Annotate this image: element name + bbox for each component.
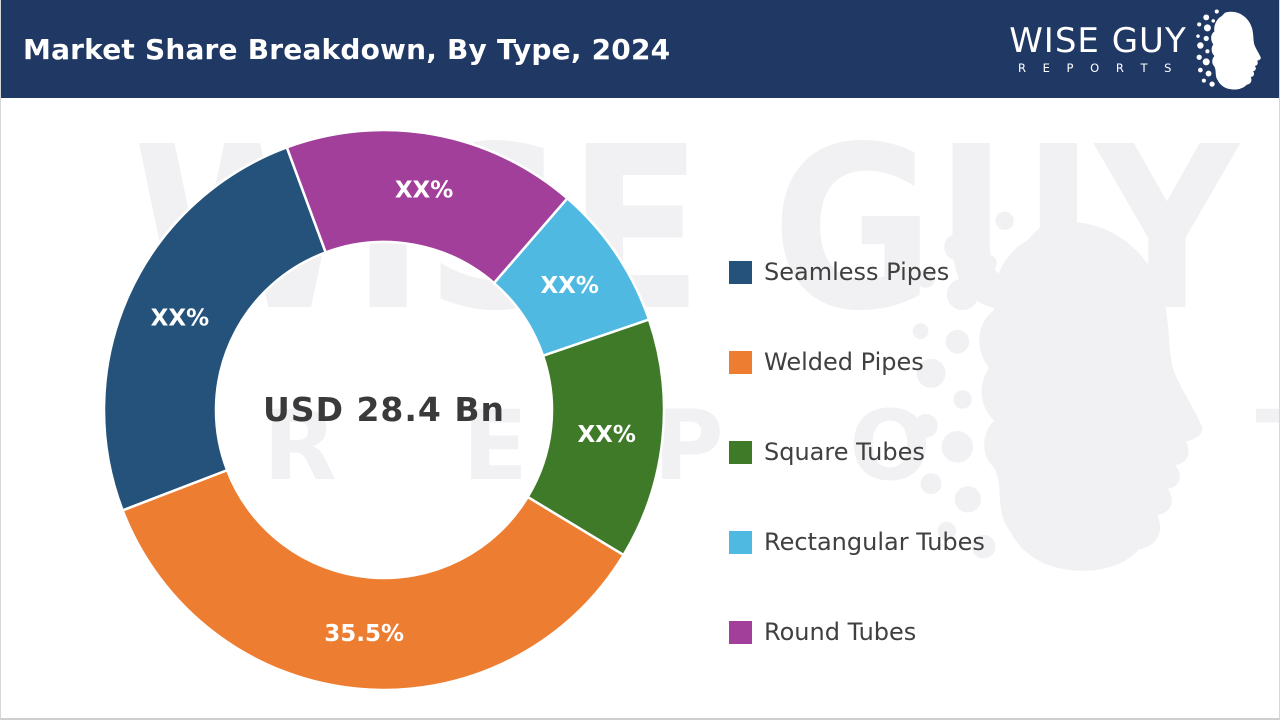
legend-swatch-rectangular-tubes	[729, 530, 752, 554]
legend-item-square-tubes: Square Tubes	[729, 438, 925, 466]
legend-swatch-welded-pipes	[729, 350, 752, 374]
legend-item-rectangular-tubes: Rectangular Tubes	[729, 528, 985, 556]
legend-item-round-tubes: Round Tubes	[729, 618, 916, 646]
legend-swatch-round-tubes	[729, 620, 752, 644]
legend-label-seamless-pipes: Seamless Pipes	[764, 258, 950, 286]
brand-tagline: R E P O R T S	[1017, 60, 1178, 75]
legend-item-welded-pipes: Welded Pipes	[729, 348, 924, 376]
legend-swatch-square-tubes	[729, 440, 752, 464]
legend-swatch-seamless-pipes	[729, 260, 752, 284]
donut-chart: XX% 35.5% XX% XX% XX% USD 28.4 Bn	[102, 128, 666, 692]
brand-name: WISE GUY	[1009, 20, 1187, 61]
header-bar: Market Share Breakdown, By Type, 2024 WI…	[1, 0, 1279, 98]
donut-slices	[102, 128, 666, 692]
legend-label-rectangular-tubes: Rectangular Tubes	[764, 528, 985, 556]
donut-slice-seamless-pipes	[102, 146, 327, 512]
legend-label-round-tubes: Round Tubes	[764, 618, 917, 646]
page-title: Market Share Breakdown, By Type, 2024	[23, 32, 671, 66]
donut-slice-labels: XX% 35.5% XX% XX% XX%	[151, 178, 636, 647]
slice-label-rectangular-tubes: XX%	[540, 273, 599, 299]
donut-slice-round-tubes	[285, 128, 569, 285]
donut-center-value: USD 28.4 Bn	[263, 390, 505, 429]
legend-label-welded-pipes: Welded Pipes	[764, 348, 924, 376]
brand-head-icon	[1195, 9, 1261, 90]
brand-logo: WISE GUY R E P O R T S	[1009, 8, 1261, 90]
slice-label-welded-pipes: 35.5%	[324, 621, 404, 647]
slice-label-round-tubes: XX%	[395, 178, 454, 204]
donut-slice-welded-pipes	[121, 469, 625, 692]
legend-item-seamless-pipes: Seamless Pipes	[729, 258, 949, 286]
legend-label-square-tubes: Square Tubes	[764, 438, 925, 466]
slice-label-square-tubes: XX%	[577, 422, 636, 448]
slice-label-seamless-pipes: XX%	[151, 306, 210, 332]
